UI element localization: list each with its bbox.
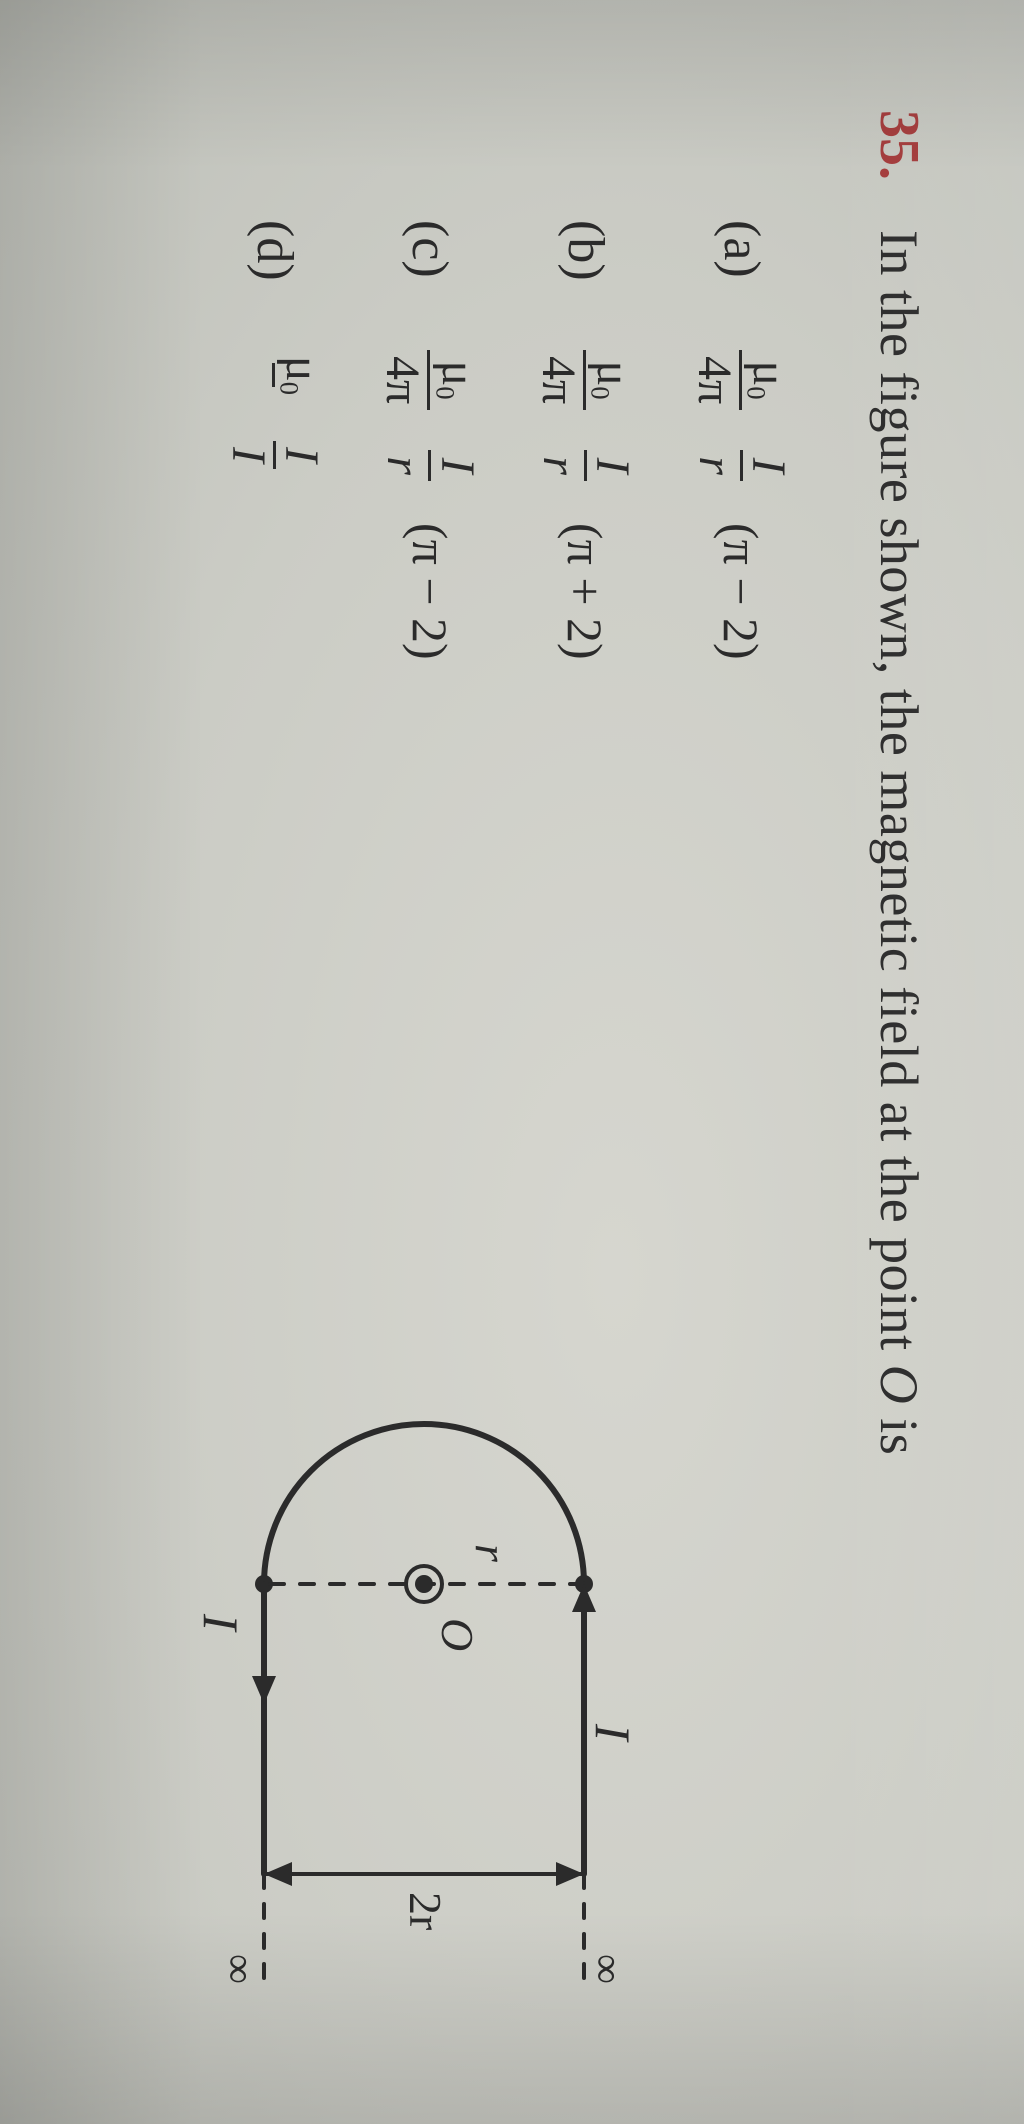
label-I-top: I	[585, 1723, 641, 1743]
question-line: 35. In the figure shown, the magnetic fi…	[864, 110, 934, 2064]
question-var: O	[869, 1365, 929, 1405]
label-I-bottom: I	[193, 1613, 249, 1633]
figure-svg: O r I I 2r ∞ ∞	[104, 1284, 724, 2004]
option-b-fraction-2: I r	[534, 450, 638, 481]
option-a-den2: r	[689, 450, 742, 481]
arrow-bottom-icon	[252, 1676, 276, 1704]
option-b: (b) μ0 4π I r (π + 2)	[533, 220, 639, 660]
arc-semicircle	[264, 1424, 584, 1584]
question-text-b: is	[869, 1404, 929, 1455]
option-d-label: (d)	[245, 220, 304, 310]
options-list: (a) μ0 4π I r (π − 2) (b)	[221, 220, 794, 660]
question-text-a: In the figure shown, the magnetic field …	[869, 230, 929, 1365]
label-2r: 2r	[400, 1892, 451, 1930]
center-dot	[415, 1575, 433, 1593]
circuit-figure: O r I I 2r ∞ ∞	[104, 1284, 724, 2004]
question-number: 35.	[864, 110, 934, 200]
body-row: (a) μ0 4π I r (π − 2) (b)	[221, 110, 794, 2064]
option-c-label: (c)	[400, 220, 459, 310]
question-text: In the figure shown, the magnetic field …	[865, 230, 933, 2064]
option-a-den: 4π	[688, 350, 741, 410]
option-a-num: μ0	[742, 355, 794, 406]
scanned-page: 35. In the figure shown, the magnetic fi…	[0, 0, 1024, 1024]
option-d: (d) μ0 I I	[221, 220, 327, 660]
option-d-fraction-2: I I	[222, 441, 326, 469]
label-inf-top: ∞	[584, 1954, 630, 1984]
option-a: (a) μ0 4π I r (π − 2)	[688, 220, 794, 660]
dim-2r-arrow-top-icon	[556, 1862, 584, 1886]
page-content: 35. In the figure shown, the magnetic fi…	[0, 0, 1024, 2124]
option-c-tail: (π − 2)	[401, 523, 459, 660]
label-O: O	[432, 1618, 483, 1651]
option-a-tail: (π − 2)	[712, 523, 770, 660]
option-a-label: (a)	[712, 220, 771, 310]
arrow-top-icon	[572, 1584, 596, 1612]
option-a-num2: I	[743, 452, 793, 480]
option-a-fraction-2: I r	[689, 450, 793, 481]
option-c: (c) μ0 4π I r (π − 2)	[377, 220, 483, 660]
option-c-fraction: μ0 4π	[377, 350, 483, 410]
label-r: r	[466, 1544, 517, 1563]
option-c-fraction-2: I r	[378, 450, 482, 481]
option-b-fraction: μ0 4π	[533, 350, 639, 410]
label-inf-bottom: ∞	[216, 1954, 262, 1984]
option-d-fraction: μ0	[221, 350, 327, 401]
dim-2r-arrow-bottom-icon	[264, 1862, 292, 1886]
option-b-label: (b)	[556, 220, 615, 310]
option-b-tail: (π + 2)	[556, 523, 614, 660]
option-a-fraction: μ0 4π	[688, 350, 794, 410]
